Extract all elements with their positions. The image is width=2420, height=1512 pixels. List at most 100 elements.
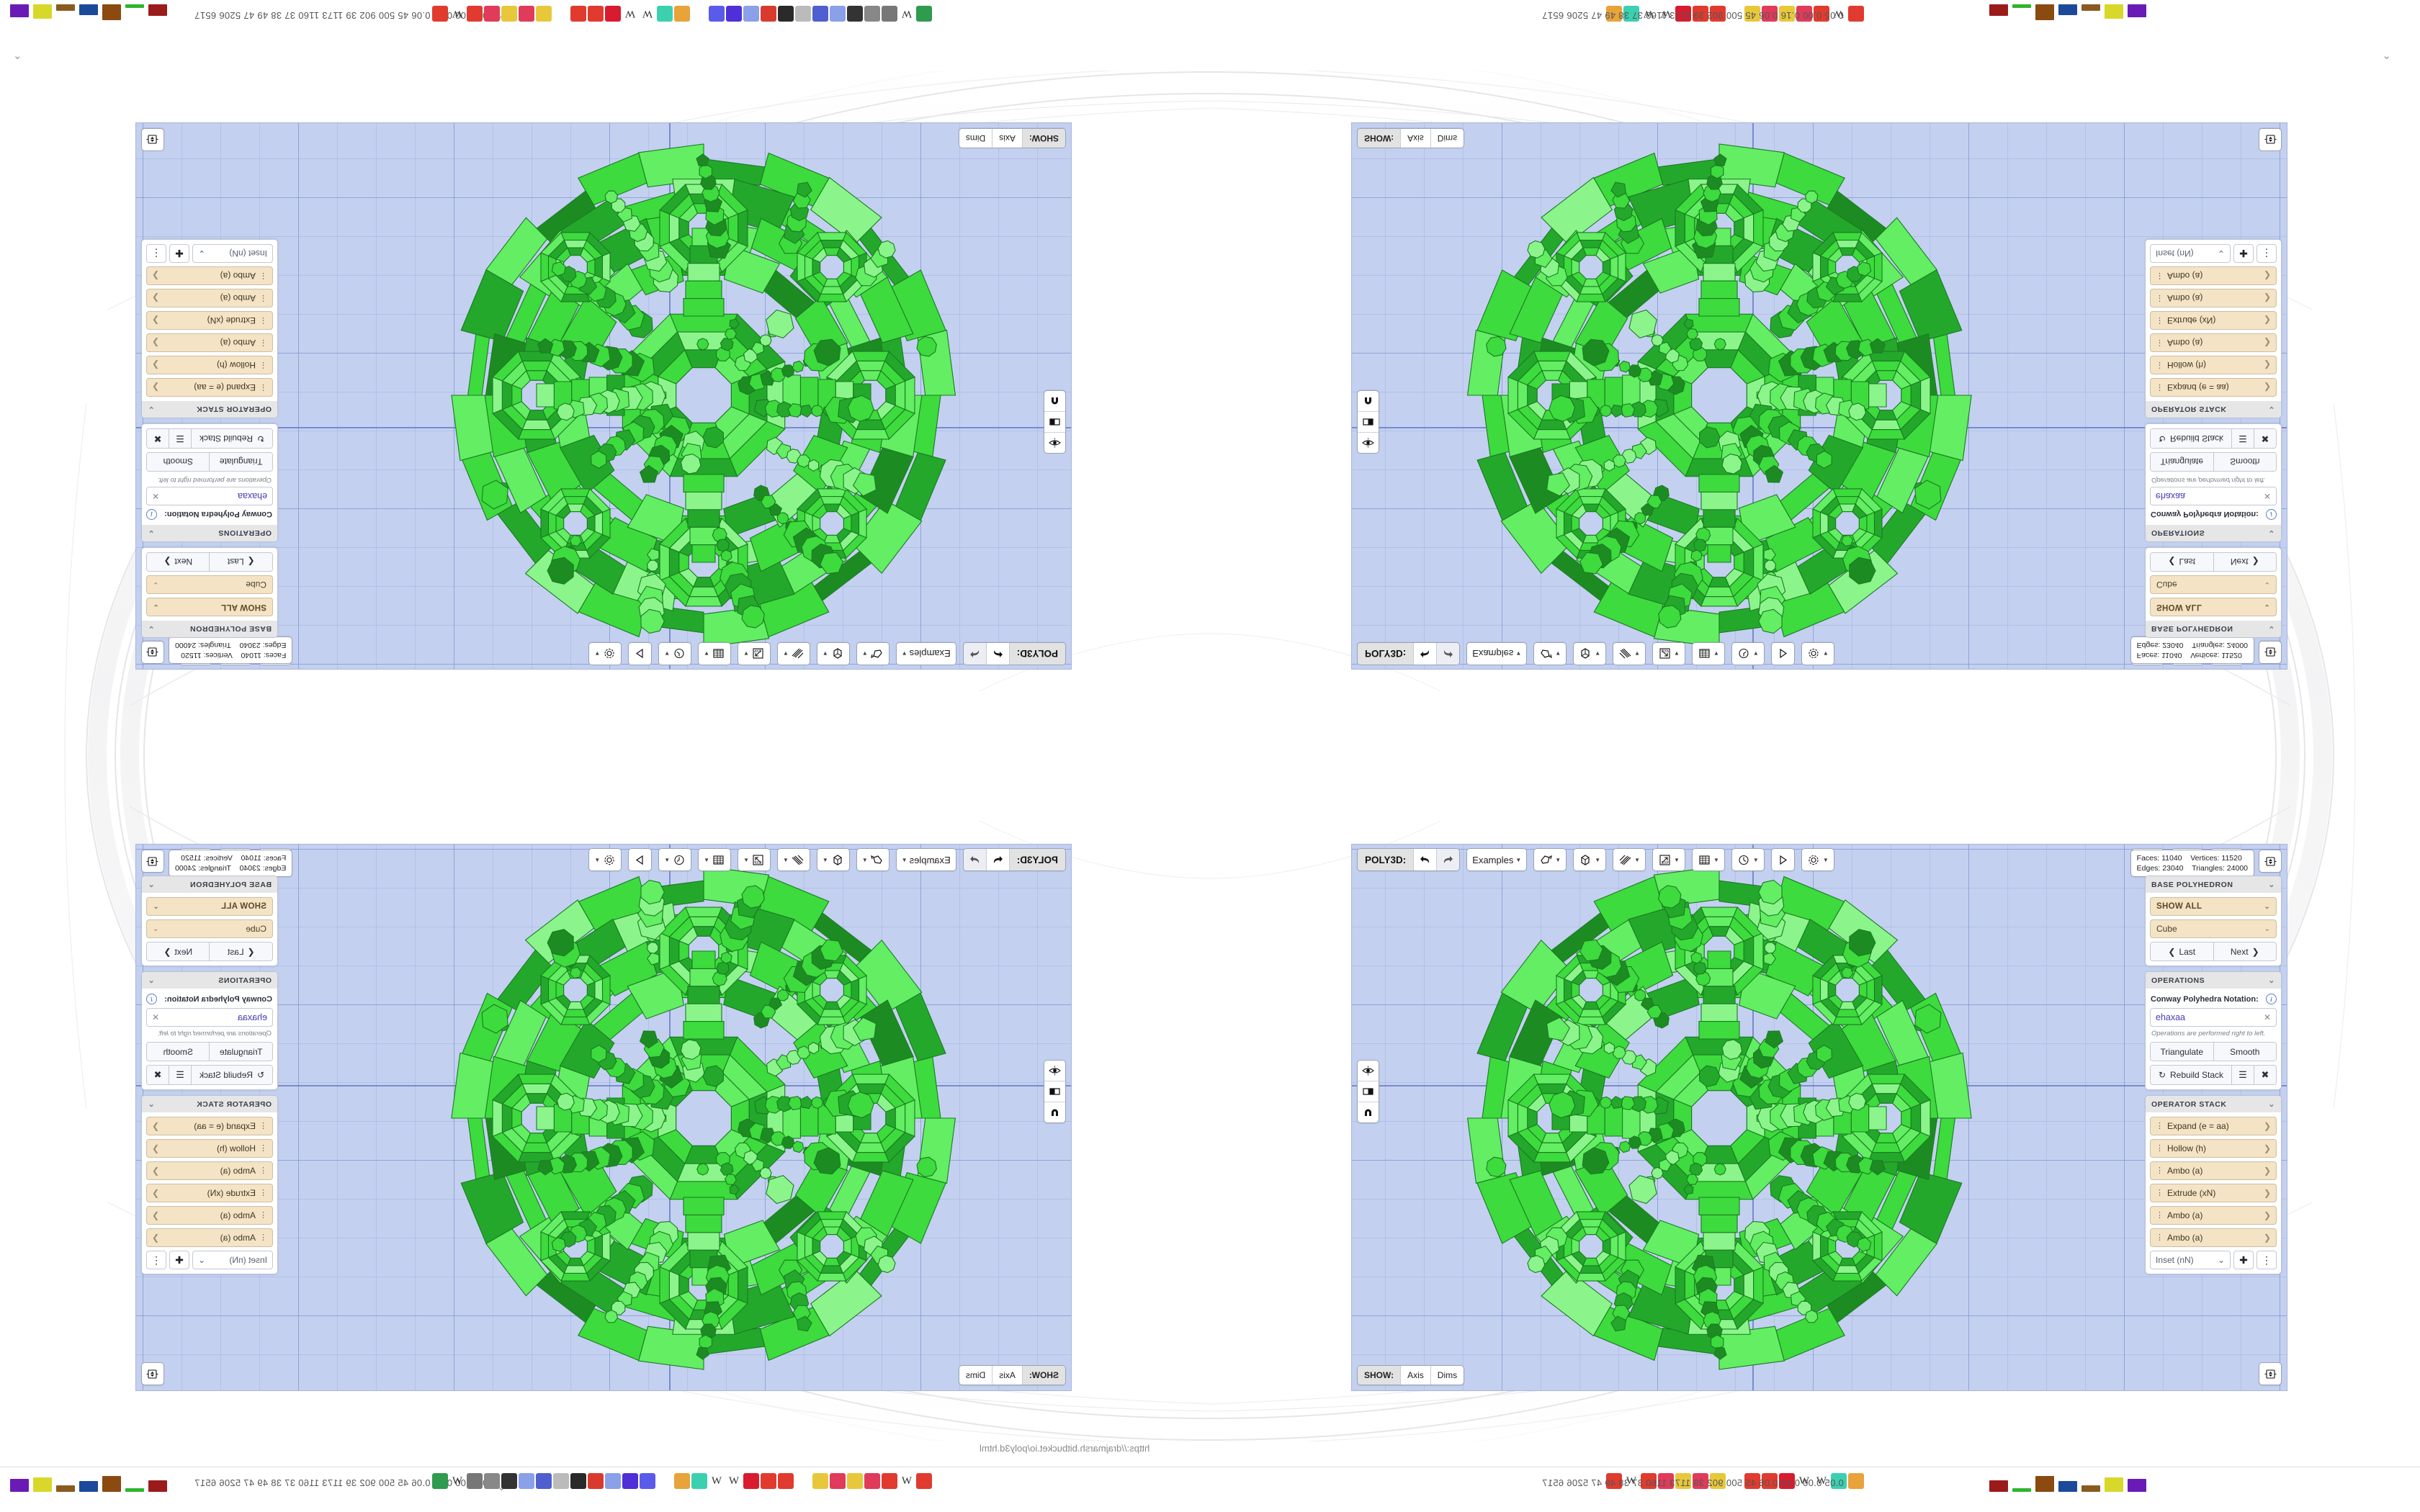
examples-dropdown[interactable]: Examples ▼ <box>896 643 956 665</box>
play-icon[interactable] <box>1771 849 1794 870</box>
fit-to-view-icon[interactable] <box>2259 850 2282 873</box>
add-operator-select[interactable]: Inset (nN) ⌄ <box>2150 1251 2231 1269</box>
operator-stack-item[interactable]: ⋮ Expand (e = aa) ❯ <box>2150 1117 2277 1135</box>
clear-x-icon[interactable]: ✖ <box>2254 1066 2276 1084</box>
list-icon[interactable]: ☰ <box>169 1066 192 1084</box>
operator-stack-header[interactable]: OPERATOR STACK ⌄ <box>142 401 277 418</box>
clear-x-icon[interactable]: ✕ <box>152 491 160 501</box>
show-dims-button[interactable]: Dims <box>1437 1370 1458 1380</box>
redo-arrow-icon[interactable] <box>1437 643 1460 665</box>
list-icon[interactable]: ☰ <box>169 429 192 448</box>
operator-stack-item[interactable]: ⋮ Hollow (h) ❯ <box>2150 356 2277 374</box>
rebuild-row[interactable]: ↻ Rebuild Stack ☰ ✖ <box>146 428 273 449</box>
operator-stack-list[interactable]: ⋮ Expand (e = aa) ❯ ⋮ Hollow (h) ❯ ⋮ Ambo (a) ❯ ⋮… <box>142 1112 277 1274</box>
drag-handle-icon[interactable]: ⋮ <box>2156 294 2163 303</box>
list-icon[interactable]: ☰ <box>2231 1066 2254 1084</box>
rebuild-stack-button[interactable]: ↻ Rebuild Stack <box>2151 1066 2231 1084</box>
operator-stack-item[interactable]: ⋮ Ambo (a) ❯ <box>146 1161 273 1180</box>
next-button[interactable]: Next ❯ <box>147 553 210 571</box>
clock-icon[interactable]: ▼ <box>659 643 691 665</box>
clear-x-icon[interactable]: ✕ <box>2263 1012 2271 1022</box>
clock-icon[interactable]: ▼ <box>659 849 691 870</box>
drag-handle-icon[interactable]: ⋮ <box>260 383 267 392</box>
mesh-op-row[interactable]: Triangulate Smooth <box>2150 452 2277 472</box>
operator-stack-header[interactable]: OPERATOR STACK ⌄ <box>2146 401 2281 418</box>
fit-to-view-icon[interactable] <box>141 850 164 873</box>
operator-stack-item[interactable]: ⋮ Ambo (a) ❯ <box>2150 1161 2277 1180</box>
magnet-icon[interactable] <box>1044 1102 1065 1122</box>
drag-handle-icon[interactable]: ⋮ <box>2156 383 2163 392</box>
operator-stack-list[interactable]: ⋮ Expand (e = aa) ❯ ⋮ Hollow (h) ❯ ⋮ Ambo (a) ❯ ⋮… <box>2146 1112 2281 1274</box>
add-operator-row[interactable]: Inset (nN) ⌄ ✚ ⋮ <box>146 244 273 263</box>
plus-icon[interactable]: ✚ <box>169 244 189 263</box>
contrast-icon[interactable] <box>1358 411 1379 432</box>
show-axis-button[interactable]: Axis <box>992 1366 1022 1385</box>
chevron-icon[interactable]: ⌄ <box>13 50 22 62</box>
operator-stack-item[interactable]: ⋮ Extrude (xN) ❯ <box>2150 1184 2277 1202</box>
drag-handle-icon[interactable]: ⋮ <box>2156 361 2163 370</box>
chevron-right-icon[interactable]: ❯ <box>2263 1166 2271 1176</box>
base-nav-row[interactable]: ❮ Last Next ❯ <box>2150 942 2277 961</box>
triangulate-button[interactable]: Triangulate <box>2151 1043 2213 1061</box>
drag-handle-icon[interactable]: ⋮ <box>2156 338 2163 348</box>
polyhedron-render[interactable] <box>1453 852 1986 1385</box>
magnet-icon[interactable] <box>1044 391 1065 411</box>
operator-stack-item[interactable]: ⋮ Extrude (xN) ❯ <box>146 311 273 330</box>
drag-handle-icon[interactable]: ⋮ <box>2156 316 2163 325</box>
operator-stack-header[interactable]: OPERATOR STACK ⌄ <box>142 1096 277 1112</box>
add-operator-select[interactable]: Inset (nN) ⌄ <box>192 244 273 263</box>
info-icon[interactable]: i <box>146 509 157 520</box>
solid-view-icon[interactable]: ▼ <box>817 849 849 870</box>
fit-to-view-icon[interactable] <box>141 641 164 664</box>
app-instance-bottom-left[interactable]: POLY3D: Examples ▼ ▼ ▼ <box>135 844 1072 1391</box>
show-all-dropdown[interactable]: SHOW ALL ⌄ <box>146 897 273 916</box>
smooth-button[interactable]: Smooth <box>2213 1043 2276 1061</box>
show-toggles[interactable]: SHOW: Axis Dims <box>1357 1365 1465 1385</box>
drag-handle-icon[interactable]: ⋮ <box>260 1166 267 1175</box>
look-at-icon[interactable] <box>2259 128 2282 151</box>
app-instance-bottom-right[interactable]: POLY3D: Examples ▼ ▼ ▼ <box>1351 844 2287 1391</box>
chevron-right-icon[interactable]: ❯ <box>2263 315 2271 325</box>
show-dims-button[interactable]: Dims <box>1437 133 1458 143</box>
operator-stack-item[interactable]: ⋮ Ambo (a) ❯ <box>146 1228 273 1247</box>
solid-view-icon[interactable]: ▼ <box>817 643 849 665</box>
magnet-icon[interactable] <box>1358 391 1379 411</box>
look-at-icon[interactable] <box>2259 1362 2282 1385</box>
undo-arrow-icon[interactable] <box>985 643 1009 665</box>
mesh-op-row[interactable]: Triangulate Smooth <box>146 1042 273 1061</box>
rebuild-stack-button[interactable]: ↻ Rebuild Stack <box>2151 429 2231 448</box>
operator-stack-item[interactable]: ⋮ Ambo (a) ❯ <box>146 333 273 352</box>
transform-icon[interactable]: ▼ <box>1534 643 1567 665</box>
gear-icon[interactable]: ▼ <box>1801 849 1834 870</box>
chevron-right-icon[interactable]: ❯ <box>152 1233 160 1243</box>
magnet-icon[interactable] <box>1358 1102 1379 1122</box>
drag-handle-icon[interactable]: ⋮ <box>260 1233 267 1242</box>
operator-stack-item[interactable]: ⋮ Ambo (a) ❯ <box>146 1206 273 1225</box>
viewport-left-tools[interactable] <box>1044 1060 1066 1123</box>
drag-handle-icon[interactable]: ⋮ <box>260 338 267 348</box>
kebab-icon[interactable]: ⋮ <box>2257 1251 2277 1269</box>
next-button[interactable]: Next ❯ <box>147 942 210 960</box>
examples-dropdown[interactable]: Examples ▼ <box>1467 849 1527 870</box>
solid-view-icon[interactable]: ▼ <box>1574 849 1606 870</box>
operator-stack-item[interactable]: ⋮ Ambo (a) ❯ <box>2150 266 2277 285</box>
chevron-icon[interactable]: ⌄ <box>2382 50 2391 62</box>
chevron-right-icon[interactable]: ❯ <box>2263 338 2271 348</box>
main-toolbar[interactable]: POLY3D: Examples ▼ ▼ ▼ <box>582 642 1066 665</box>
rebuild-row[interactable]: ↻ Rebuild Stack ☰ ✖ <box>2150 428 2277 449</box>
mesh-op-row[interactable]: Triangulate Smooth <box>2150 1042 2277 1061</box>
operator-stack-item[interactable]: ⋮ Expand (e = aa) ❯ <box>146 378 273 397</box>
eye-icon[interactable] <box>1358 432 1379 453</box>
chevron-right-icon[interactable]: ❯ <box>152 271 160 281</box>
base-polyhedron-header[interactable]: BASE POLYHEDRON ⌄ <box>2146 876 2281 893</box>
viewport-left-tools[interactable] <box>1357 390 1379 454</box>
info-icon[interactable]: i <box>146 994 157 1004</box>
drag-handle-icon[interactable]: ⋮ <box>260 1143 267 1153</box>
undo-arrow-icon[interactable] <box>985 849 1009 870</box>
add-operator-row[interactable]: Inset (nN) ⌄ ✚ ⋮ <box>2150 1251 2277 1269</box>
operator-stack-item[interactable]: ⋮ Extrude (xN) ❯ <box>146 1184 273 1202</box>
info-icon[interactable]: i <box>2266 994 2277 1004</box>
transform-icon[interactable]: ▼ <box>856 643 889 665</box>
drag-handle-icon[interactable]: ⋮ <box>2156 1233 2164 1242</box>
operations-header[interactable]: OPERATIONS ⌄ <box>142 525 277 541</box>
